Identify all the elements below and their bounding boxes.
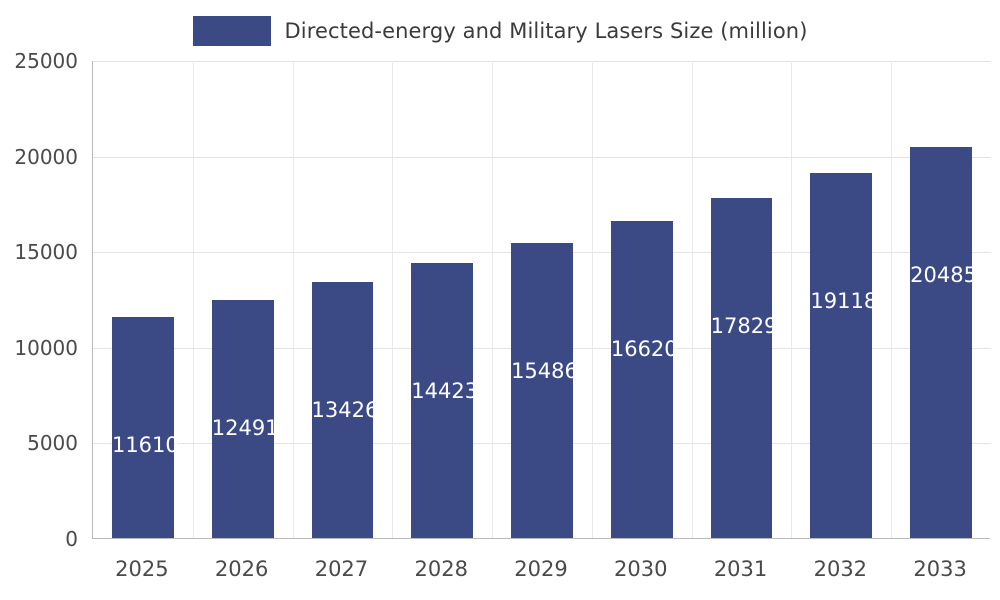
bar-group[interactable]: 14423 <box>411 61 479 539</box>
legend-label: Directed-energy and Military Lasers Size… <box>284 19 808 43</box>
x-tick-label: 2029 <box>514 557 568 581</box>
bar-value-label: 14423 <box>411 379 479 404</box>
bar-group[interactable]: 13426 <box>311 61 379 539</box>
bar-value-label: 20485 <box>910 263 977 288</box>
y-tick-label: 20000 <box>14 144 78 169</box>
y-axis-tick-labels: 0 5000 10000 15000 20000 25000 <box>0 49 1000 551</box>
bar-value-label: 13426 <box>311 398 379 423</box>
bar-group[interactable]: 19118 <box>810 61 878 539</box>
bar[interactable] <box>111 317 174 539</box>
x-axis-tick-labels: 2025 2026 2027 2028 2029 2030 2031 2032 2033 <box>92 545 990 590</box>
gridline-vertical <box>691 61 693 539</box>
bar-group[interactable]: 15486 <box>511 61 578 539</box>
x-tick-label: 2033 <box>913 557 967 581</box>
gridline-vertical <box>791 61 793 539</box>
bar-value-label: 12491 <box>211 416 279 441</box>
bar[interactable] <box>910 147 973 539</box>
bar[interactable] <box>211 300 274 539</box>
x-tick-label: 2027 <box>314 557 369 581</box>
bar[interactable] <box>411 263 474 539</box>
bar[interactable] <box>511 242 573 539</box>
bar-value-label: 16620 <box>610 337 678 362</box>
bar-series: 11610 12491 13426 14423 15486 16620 17829 19118… <box>93 61 991 539</box>
y-tick-label: 15000 <box>14 240 78 265</box>
legend-swatch <box>192 16 271 46</box>
bar-value-label: 17829 <box>710 314 778 339</box>
bar-group[interactable]: 12491 <box>211 61 279 539</box>
x-axis-line <box>92 538 990 540</box>
x-tick-label: 2026 <box>214 557 269 581</box>
bar-value-label: 19118 <box>810 289 878 314</box>
gridline-vertical <box>591 61 593 539</box>
bar[interactable] <box>810 173 873 539</box>
gridline-vertical <box>891 61 893 539</box>
gridline-vertical <box>392 61 394 539</box>
y-tick-label: 25000 <box>14 49 78 73</box>
y-tick-label: 10000 <box>14 335 78 360</box>
x-tick-label: 2028 <box>414 557 468 581</box>
plot-area: 11610 12491 13426 14423 15486 16620 17829 19118… <box>92 61 991 539</box>
gridline-vertical <box>492 61 494 539</box>
x-tick-label: 2030 <box>614 557 668 581</box>
x-tick-label: 2025 <box>115 557 169 581</box>
gridline-vertical <box>292 61 294 539</box>
x-tick-label: 2032 <box>813 557 868 581</box>
gridline <box>93 156 991 158</box>
bar-group[interactable]: 17829 <box>710 61 778 539</box>
gridline <box>93 61 991 62</box>
chart-legend: Directed-energy and Military Lasers Size… <box>0 10 1000 52</box>
bar-value-label: 15486 <box>511 358 578 383</box>
bar[interactable] <box>610 221 673 539</box>
bar-group[interactable]: 11610 <box>111 61 179 539</box>
bar-group[interactable]: 16620 <box>610 61 678 539</box>
y-tick-label: 5000 <box>27 431 78 456</box>
y-tick-label: 0 <box>65 527 78 551</box>
x-tick-label: 2031 <box>713 557 768 581</box>
bar-value-label: 11610 <box>111 433 179 458</box>
gridline-vertical <box>192 61 194 539</box>
bar-group[interactable]: 20485 <box>910 61 977 539</box>
bar[interactable] <box>311 282 374 539</box>
bar[interactable] <box>710 198 773 539</box>
